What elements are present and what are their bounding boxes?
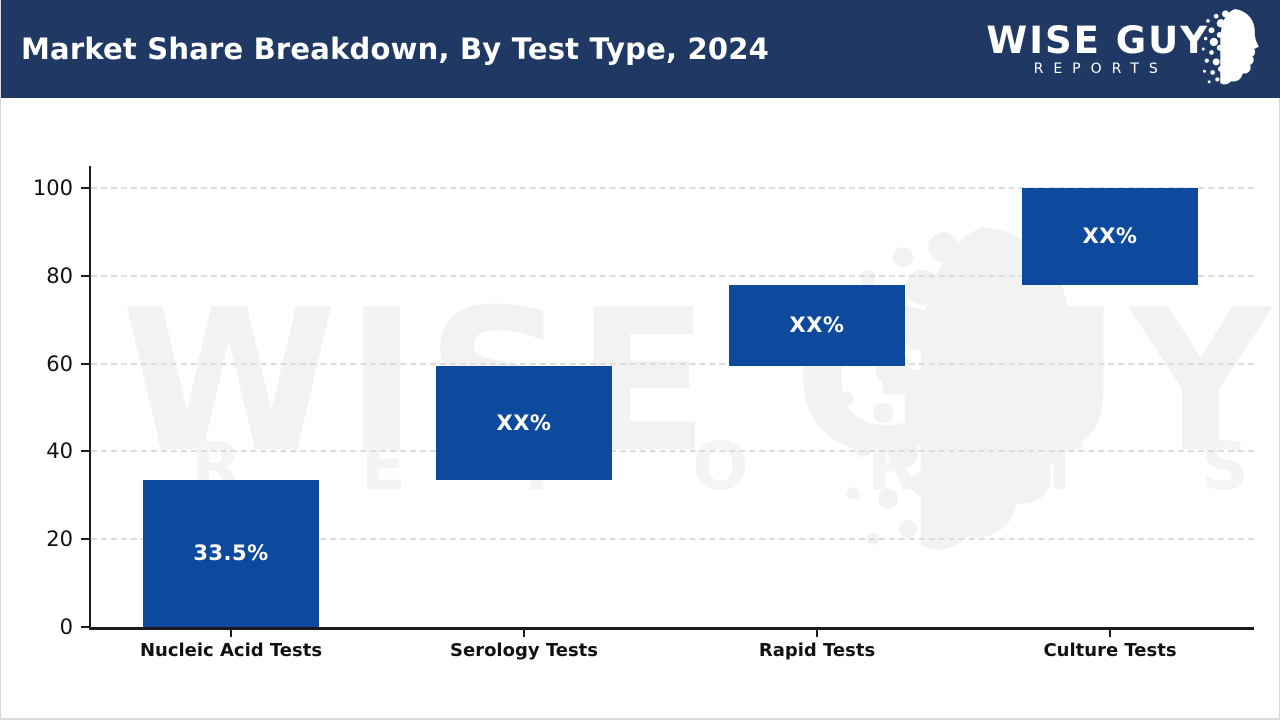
ytick-80 bbox=[81, 274, 89, 277]
logo-wordmark: WISE GUY bbox=[986, 19, 1209, 62]
xtick-4 bbox=[1109, 630, 1111, 637]
xtick-label-3: Rapid Tests bbox=[758, 640, 876, 661]
ytick-100 bbox=[81, 187, 89, 189]
ytick-label-20: 20 bbox=[46, 527, 73, 552]
ytick-60 bbox=[81, 362, 89, 365]
x-axis-spine bbox=[89, 627, 1254, 630]
bar-label-2: XX% bbox=[496, 410, 552, 435]
bar-label-3: XX% bbox=[789, 313, 845, 338]
gridline-60 bbox=[91, 362, 1254, 365]
wiseguy-logo: WISE GUY REPORTS bbox=[986, 8, 1267, 90]
xtick-2 bbox=[523, 630, 525, 637]
xtick-label-1: Nucleic Acid Tests bbox=[139, 640, 323, 661]
wiseguy-head-icon bbox=[1197, 8, 1267, 90]
xtick-label-4: Culture Tests bbox=[1043, 640, 1177, 661]
logo-subtitle: REPORTS bbox=[1033, 61, 1168, 77]
bar-label-1: 33.5% bbox=[193, 541, 269, 566]
xtick-1 bbox=[230, 630, 232, 637]
bar-2: XX% bbox=[436, 365, 612, 480]
ytick-label-80: 80 bbox=[46, 263, 73, 288]
ytick-40 bbox=[81, 450, 89, 453]
bar-1: 33.5% bbox=[143, 479, 319, 627]
ytick-label-60: 60 bbox=[46, 351, 73, 376]
header-bar: Market Share Breakdown, By Test Type, 20… bbox=[1, 0, 1280, 98]
ytick-label-100: 100 bbox=[32, 176, 73, 200]
ytick-label-40: 40 bbox=[46, 439, 73, 464]
xtick-3 bbox=[816, 630, 818, 637]
gridline-40 bbox=[91, 450, 1254, 453]
ytick-label-0: 0 bbox=[59, 615, 73, 639]
chart-title: Market Share Breakdown, By Test Type, 20… bbox=[21, 32, 770, 66]
gridline-20 bbox=[91, 538, 1254, 541]
gridline-80 bbox=[91, 274, 1254, 277]
gridline-100 bbox=[91, 187, 1254, 189]
bar-3: XX% bbox=[729, 284, 905, 366]
bar-4: XX% bbox=[1022, 188, 1198, 285]
y-axis-spine bbox=[89, 166, 91, 630]
ytick-0 bbox=[81, 626, 89, 628]
logo-text: WISE GUY REPORTS bbox=[986, 22, 1209, 76]
ytick-20 bbox=[81, 538, 89, 541]
xtick-label-2: Serology Tests bbox=[450, 640, 598, 661]
bar-label-4: XX% bbox=[1082, 224, 1138, 249]
